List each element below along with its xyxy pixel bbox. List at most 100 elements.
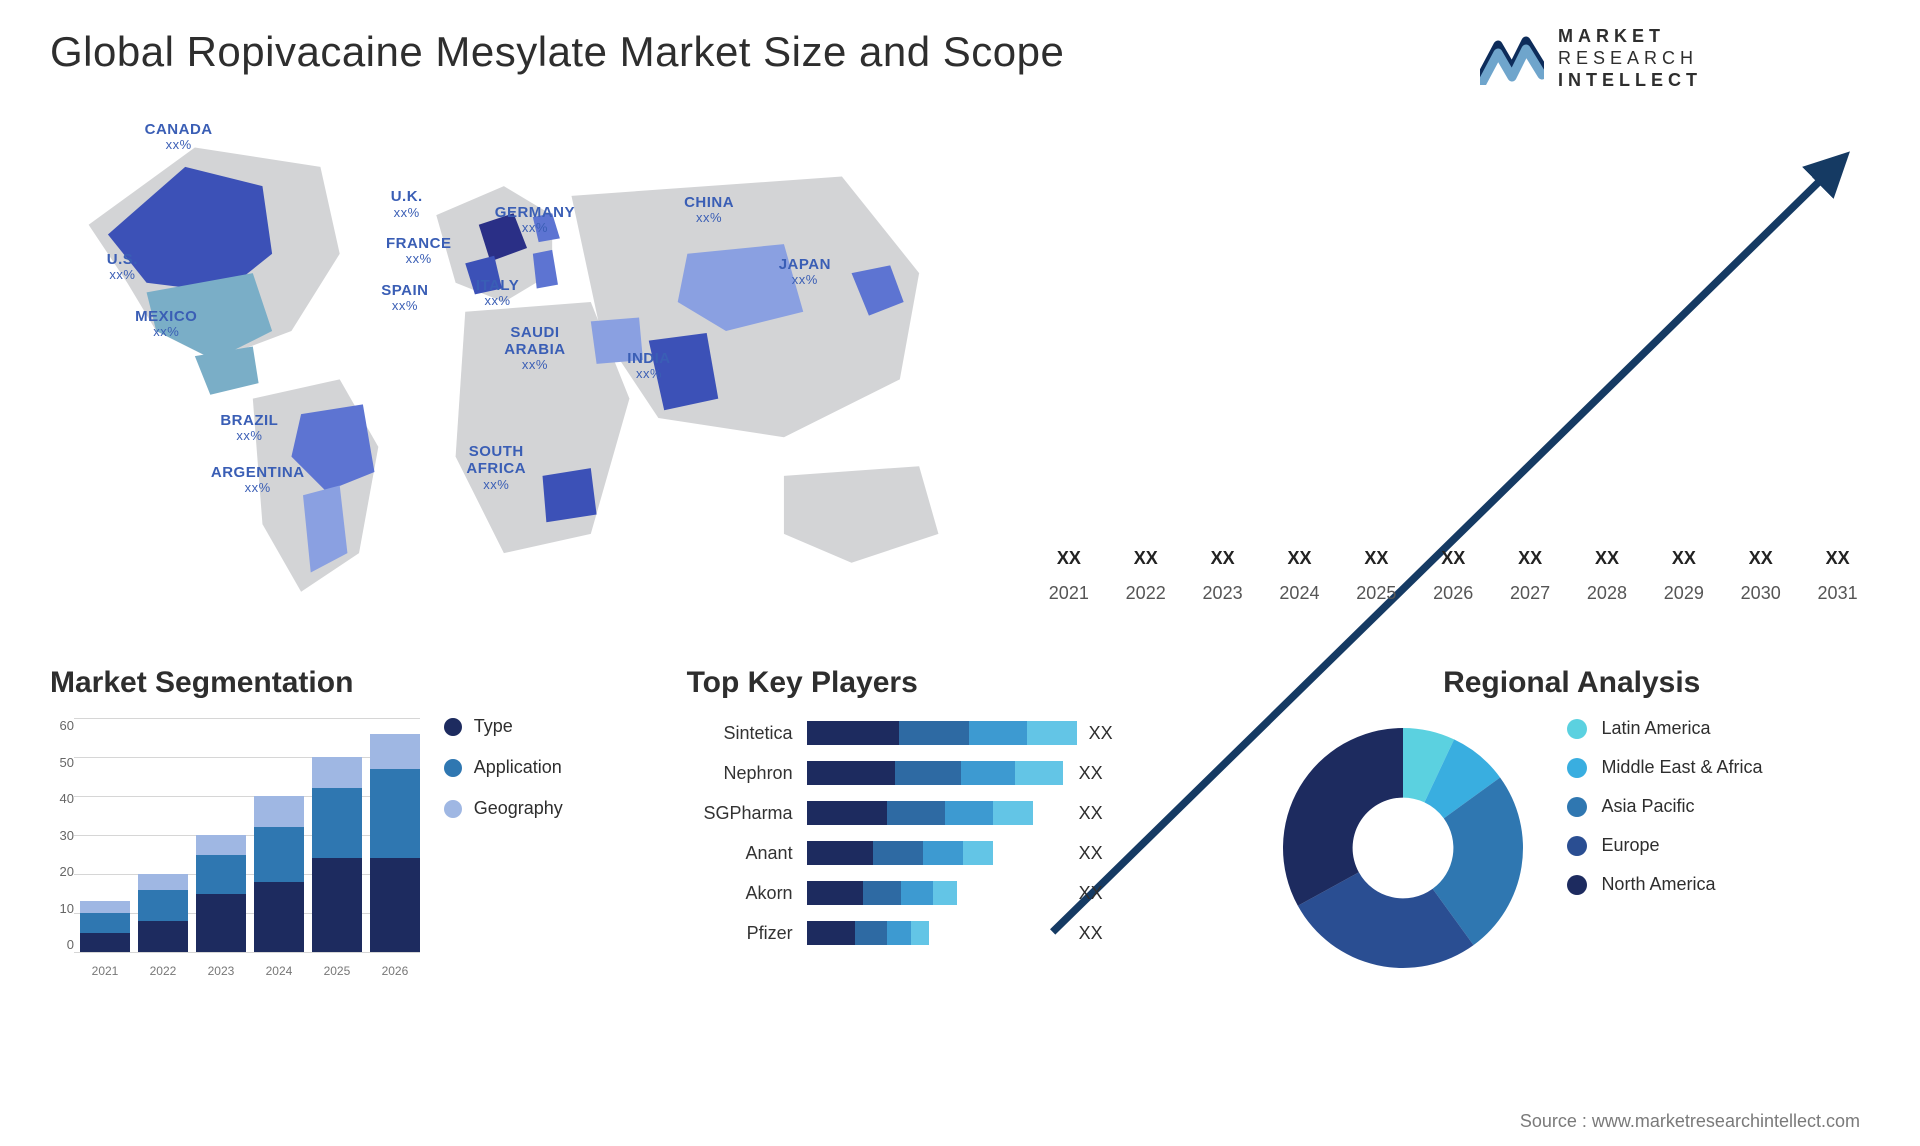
market-size-bar-value: XX bbox=[1651, 548, 1716, 569]
segmentation-bar-segment bbox=[254, 796, 304, 827]
key-player-row: Sintetica XX bbox=[687, 718, 1234, 748]
segmentation-bar-segment bbox=[196, 835, 246, 855]
key-player-bar-segment bbox=[887, 801, 945, 825]
key-player-row: SGPharmaXX bbox=[687, 798, 1234, 828]
market-size-xaxis-label: 2021 bbox=[1036, 583, 1101, 604]
map-label-brazil: BRAZILxx% bbox=[220, 412, 278, 444]
segmentation-bar bbox=[138, 874, 188, 952]
market-size-xaxis-label: 2031 bbox=[1805, 583, 1870, 604]
regional-legend-item: Asia Pacific bbox=[1567, 796, 1762, 817]
segmentation-xaxis-label: 2024 bbox=[254, 964, 304, 978]
map-label-india: INDIAxx% bbox=[627, 350, 670, 382]
market-size-bar-value: XX bbox=[1267, 548, 1332, 569]
key-player-bar-segment bbox=[923, 841, 963, 865]
key-player-bar-segment bbox=[963, 841, 993, 865]
brand-logo: MARKET RESEARCH INTELLECT bbox=[1480, 18, 1760, 98]
segmentation-bar-segment bbox=[370, 769, 420, 859]
segmentation-xaxis-label: 2022 bbox=[138, 964, 188, 978]
segmentation-bar-segment bbox=[370, 734, 420, 769]
segmentation-xaxis-label: 2023 bbox=[196, 964, 246, 978]
brand-line-2: RESEARCH bbox=[1558, 47, 1702, 69]
segmentation-title: Market Segmentation bbox=[50, 666, 647, 700]
segmentation-bar bbox=[196, 835, 246, 952]
regional-donut bbox=[1273, 718, 1533, 978]
market-size-bar-value: XX bbox=[1190, 548, 1255, 569]
key-player-bar-segment bbox=[969, 721, 1027, 745]
regional-legend-item: Middle East & Africa bbox=[1567, 757, 1762, 778]
market-size-bars: XXXXXXXXXXXXXXXXXXXXXX bbox=[1036, 140, 1870, 576]
key-player-label: Pfizer bbox=[687, 923, 807, 944]
key-player-row: PfizerXX bbox=[687, 918, 1234, 948]
legend-swatch bbox=[1567, 758, 1587, 778]
key-players-chart: SinteticaXXNephronXXSGPharmaXXAnantXXAko… bbox=[687, 718, 1234, 978]
market-size-bar-value: XX bbox=[1421, 548, 1486, 569]
segmentation-ytick: 10 bbox=[50, 901, 74, 916]
legend-label: Latin America bbox=[1601, 718, 1710, 739]
market-size-xaxis-label: 2030 bbox=[1728, 583, 1793, 604]
key-player-bar-segment bbox=[807, 841, 873, 865]
key-player-label: Nephron bbox=[687, 763, 807, 784]
market-size-xaxis-label: 2026 bbox=[1421, 583, 1486, 604]
segmentation-ytick: 40 bbox=[50, 791, 74, 806]
segmentation-xaxis: 202120222023202420252026 bbox=[80, 964, 420, 978]
key-player-row: AkornXX bbox=[687, 878, 1234, 908]
regional-legend: Latin America Middle East & Africa Asia Pa… bbox=[1567, 718, 1762, 913]
legend-label: Asia Pacific bbox=[1601, 796, 1694, 817]
map-label-south-africa: SOUTHAFRICAxx% bbox=[466, 443, 526, 492]
key-player-bar-segment bbox=[873, 841, 923, 865]
map-label-canada: CANADAxx% bbox=[145, 121, 213, 153]
segmentation-bar bbox=[254, 796, 304, 952]
key-player-row: AnantXX bbox=[687, 838, 1234, 868]
key-player-bar-segment bbox=[887, 921, 911, 945]
legend-swatch bbox=[1567, 836, 1587, 856]
segmentation-ytick: 60 bbox=[50, 718, 74, 733]
legend-swatch bbox=[444, 759, 462, 777]
brand-line-1: MARKET bbox=[1558, 26, 1665, 46]
key-player-bar-segment bbox=[807, 761, 895, 785]
legend-label: Type bbox=[474, 716, 513, 737]
segmentation-bar-segment bbox=[138, 874, 188, 890]
legend-label: Europe bbox=[1601, 835, 1659, 856]
segmentation-yaxis: 6050403020100 bbox=[50, 718, 74, 952]
key-player-bar bbox=[807, 841, 1067, 865]
segmentation-legend: Type Application Geography bbox=[444, 716, 563, 839]
key-player-label: Sintetica bbox=[687, 723, 807, 744]
key-player-value: XX bbox=[1067, 763, 1103, 784]
legend-label: Application bbox=[474, 757, 562, 778]
map-label-italy: ITALYxx% bbox=[476, 277, 519, 309]
segmentation-panel: Market Segmentation 6050403020100 202120… bbox=[50, 666, 647, 996]
market-size-bar-value: XX bbox=[1036, 548, 1101, 569]
key-player-bar-segment bbox=[899, 721, 969, 745]
segmentation-bar-segment bbox=[80, 933, 130, 953]
market-size-xaxis-label: 2022 bbox=[1113, 583, 1178, 604]
segmentation-bar-segment bbox=[254, 882, 304, 952]
segmentation-legend-item: Application bbox=[444, 757, 563, 778]
key-players-title: Top Key Players bbox=[687, 666, 1234, 700]
market-size-xaxis-label: 2023 bbox=[1190, 583, 1255, 604]
key-player-row: Nephron XX bbox=[687, 758, 1234, 788]
map-label-u-k-: U.K.xx% bbox=[391, 188, 423, 220]
legend-label: Geography bbox=[474, 798, 563, 819]
segmentation-xaxis-label: 2026 bbox=[370, 964, 420, 978]
market-size-xaxis-label: 2029 bbox=[1651, 583, 1716, 604]
key-player-value: XX bbox=[1067, 803, 1103, 824]
key-player-bar-segment bbox=[911, 921, 929, 945]
brand-line-3: INTELLECT bbox=[1558, 70, 1702, 90]
key-player-bar-segment bbox=[863, 881, 901, 905]
segmentation-bar-segment bbox=[80, 901, 130, 913]
legend-label: North America bbox=[1601, 874, 1715, 895]
key-player-bar bbox=[807, 721, 1077, 745]
market-size-xaxis: 2021202220232024202520262027202820292030… bbox=[1036, 583, 1870, 604]
segmentation-bar-segment bbox=[196, 894, 246, 953]
key-player-bar-segment bbox=[855, 921, 887, 945]
source-label: Source : www.marketresearchintellect.com bbox=[1520, 1111, 1860, 1132]
segmentation-ytick: 30 bbox=[50, 828, 74, 843]
key-player-bar-segment bbox=[895, 761, 961, 785]
legend-swatch bbox=[1567, 875, 1587, 895]
key-player-value: XX bbox=[1077, 723, 1113, 744]
segmentation-chart: 6050403020100 202120222023202420252026 bbox=[50, 718, 420, 978]
segmentation-bar-segment bbox=[138, 890, 188, 921]
regional-legend-item: Latin America bbox=[1567, 718, 1762, 739]
key-player-value: XX bbox=[1067, 843, 1103, 864]
segmentation-bar-segment bbox=[370, 858, 420, 952]
